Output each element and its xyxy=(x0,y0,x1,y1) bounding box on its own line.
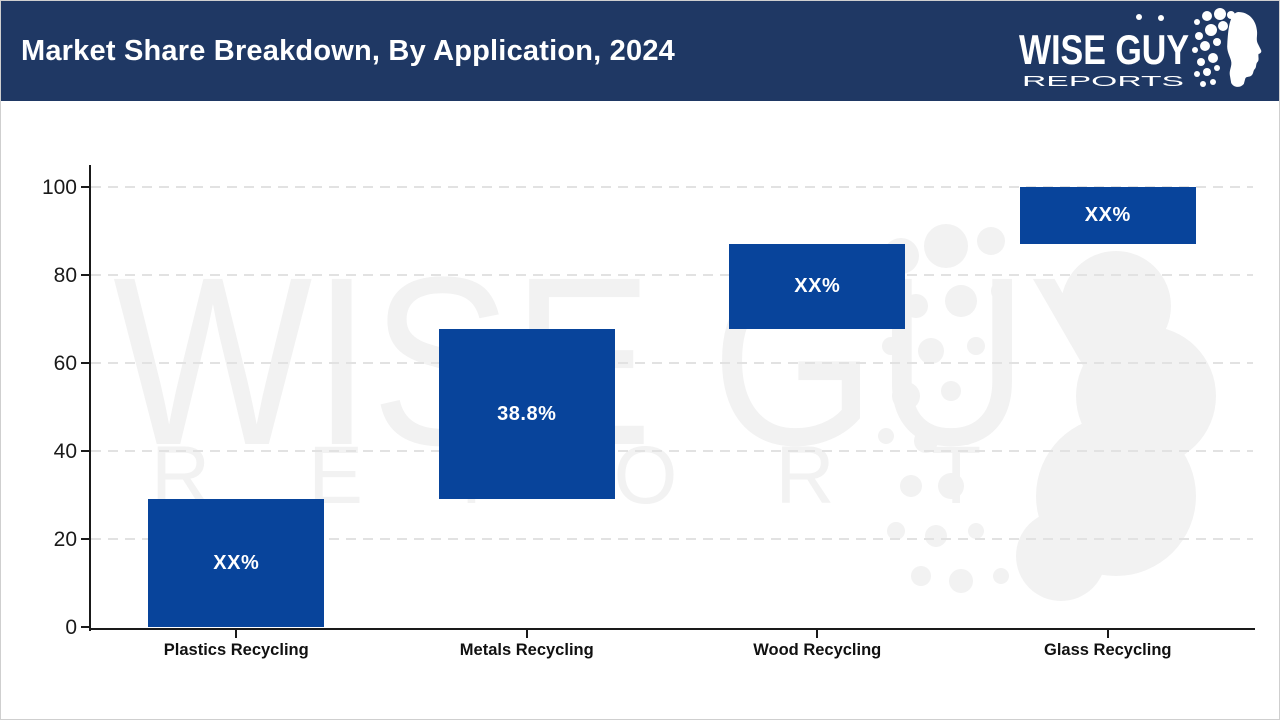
bar-value-label: 38.8% xyxy=(497,402,557,425)
y-axis-tick-label: 0 xyxy=(65,616,77,639)
x-axis-category-label: Glass Recycling xyxy=(1044,641,1172,659)
y-axis-tick xyxy=(81,538,90,540)
y-gridline xyxy=(91,362,1253,364)
header-bar: Market Share Breakdown, By Application, … xyxy=(1,1,1279,101)
y-axis-tick-label: 100 xyxy=(41,176,77,199)
x-axis-category-label: Metals Recycling xyxy=(459,641,594,659)
x-axis-category-label: Plastics Recycling xyxy=(163,641,309,659)
y-axis-line xyxy=(89,165,91,631)
logo-brand-text: WISE GUY xyxy=(1019,26,1189,73)
y-gridline xyxy=(91,450,1253,452)
y-axis-tick xyxy=(81,274,90,276)
x-axis-tick xyxy=(525,630,528,638)
bar-2: 38.8% xyxy=(438,328,615,500)
x-axis-tick xyxy=(1106,630,1109,638)
x-axis-tick xyxy=(816,630,819,638)
y-gridline xyxy=(91,186,1253,188)
bar-3: XX% xyxy=(729,243,906,329)
watermark-brand-text: WISE GUY xyxy=(113,227,1170,495)
y-gridline xyxy=(91,538,1253,540)
chart-title: Market Share Breakdown, By Application, … xyxy=(21,34,675,67)
y-axis-tick-label: 80 xyxy=(53,264,77,287)
y-axis-tick-label: 20 xyxy=(53,528,77,551)
wiseguy-reports-logo: WISE GUY REPORTS xyxy=(1019,8,1262,90)
y-axis-tick-label: 60 xyxy=(53,352,77,375)
x-axis-line xyxy=(89,628,1255,630)
y-gridline xyxy=(91,274,1253,276)
y-axis-tick-label: 40 xyxy=(53,440,77,463)
wiseguy-face-icon xyxy=(1227,12,1262,87)
y-axis-tick xyxy=(81,626,90,628)
x-axis-category-label: Wood Recycling xyxy=(753,641,882,659)
logo-subtext: REPORTS xyxy=(1022,73,1184,90)
bar-4: XX% xyxy=(1019,187,1196,244)
bar-value-label: XX% xyxy=(794,274,841,297)
y-axis-tick xyxy=(81,362,90,364)
y-axis-tick xyxy=(81,450,90,452)
watermark-face-dots-icon xyxy=(878,224,1216,601)
x-axis-tick xyxy=(235,630,238,638)
logo-dot-cluster-icon xyxy=(1136,8,1235,87)
bar-value-label: XX% xyxy=(213,551,260,574)
bar-1: XX% xyxy=(148,499,325,627)
y-axis-tick xyxy=(81,186,90,188)
bar-value-label: XX% xyxy=(1084,203,1131,226)
